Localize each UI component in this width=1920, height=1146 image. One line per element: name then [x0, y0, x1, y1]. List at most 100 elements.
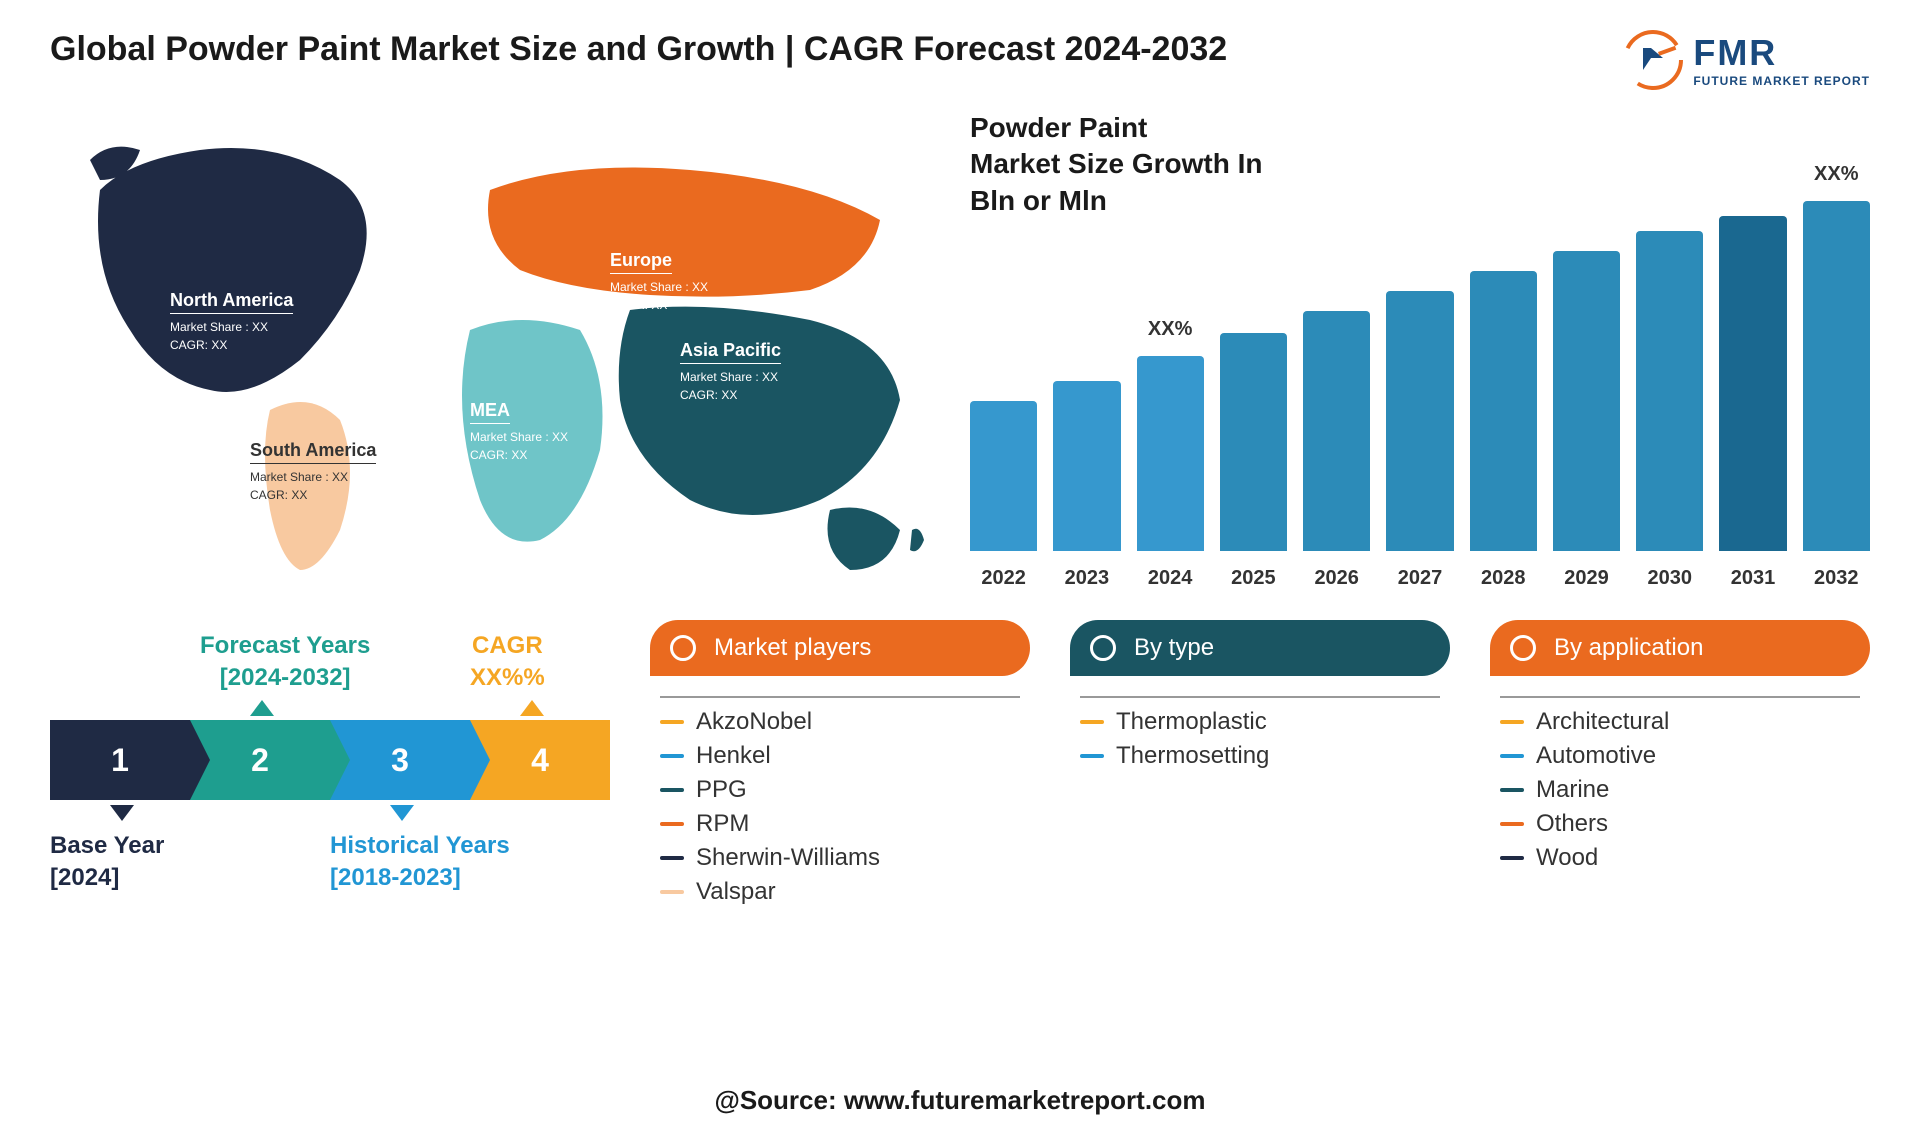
- list-item: RPM: [660, 810, 1020, 838]
- tick-icon: [660, 890, 684, 894]
- timeline: Forecast Years [2024-2032] CAGR XX%% 1 2…: [50, 620, 610, 800]
- list-item: Thermosetting: [1080, 742, 1440, 770]
- map-label-north-america: North AmericaMarket Share : XXCAGR: XX: [170, 290, 293, 354]
- bar-rect: [1137, 356, 1204, 551]
- info-divider: [1500, 696, 1860, 698]
- top-section: North AmericaMarket Share : XXCAGR: XXSo…: [50, 110, 1870, 590]
- forecast-label: Forecast Years [2024-2032]: [200, 630, 370, 695]
- item-label: Sherwin-Williams: [696, 844, 880, 872]
- bar-2027: 2027: [1386, 253, 1453, 590]
- tick-icon: [660, 754, 684, 758]
- tick-icon: [1500, 720, 1524, 724]
- bar-year: 2031: [1731, 567, 1776, 590]
- bar-rect: [1386, 291, 1453, 551]
- list-item: Architectural: [1500, 708, 1860, 736]
- tick-icon: [1080, 754, 1104, 758]
- bar-label-top: XX%: [1814, 163, 1858, 193]
- bottom-section: Forecast Years [2024-2032] CAGR XX%% 1 2…: [50, 620, 1870, 912]
- bar-rect: [1719, 216, 1786, 551]
- hist-range: [2018-2023]: [330, 864, 461, 891]
- tick-icon: [660, 788, 684, 792]
- bar-rect: [970, 401, 1037, 551]
- tick-icon: [660, 856, 684, 860]
- timeline-seg-3: 3: [330, 720, 470, 800]
- info-header: By application: [1490, 620, 1870, 676]
- item-label: RPM: [696, 810, 749, 838]
- arrow-up-forecast: [250, 700, 274, 716]
- bar-year: 2028: [1481, 567, 1526, 590]
- info-header: By type: [1070, 620, 1450, 676]
- info-col-1: By type Thermoplastic Thermosetting: [1070, 620, 1450, 912]
- header: Global Powder Paint Market Size and Grow…: [50, 30, 1870, 90]
- cagr-title: CAGR: [472, 632, 543, 659]
- list-item: Henkel: [660, 742, 1020, 770]
- logo-sub: FUTURE MARKET REPORT: [1693, 74, 1870, 88]
- timeline-seg-4: 4: [470, 720, 610, 800]
- tick-icon: [1500, 822, 1524, 826]
- list-item: Valspar: [660, 878, 1020, 906]
- bar-year: 2023: [1065, 567, 1110, 590]
- hist-label: Historical Years [2018-2023]: [330, 830, 510, 895]
- base-range: [2024]: [50, 864, 119, 891]
- bar-rect: [1053, 381, 1120, 551]
- info-list: Architectural Automotive Marine Others Wood: [1490, 708, 1870, 872]
- info-col-2: By application Architectural Automotive Mar…: [1490, 620, 1870, 912]
- map-label-europe: EuropeMarket Share : XXCAGR: XX: [610, 250, 708, 314]
- cagr-label: CAGR XX%%: [470, 630, 545, 695]
- tick-icon: [660, 720, 684, 724]
- bar-chart: 20222023XX%20242025202620272028202920302…: [970, 229, 1870, 590]
- item-label: Others: [1536, 810, 1608, 838]
- bar-2029: 2029: [1553, 213, 1620, 590]
- info-header: Market players: [650, 620, 1030, 676]
- bar-year: 2024: [1148, 567, 1193, 590]
- item-label: Thermoplastic: [1116, 708, 1267, 736]
- bar-rect: [1220, 333, 1287, 551]
- tick-icon: [1500, 788, 1524, 792]
- timeline-bar: 1 2 3 4: [50, 720, 610, 800]
- bar-year: 2026: [1314, 567, 1359, 590]
- bar-year: 2029: [1564, 567, 1609, 590]
- region-nz: [910, 529, 924, 552]
- bar-rect: [1303, 311, 1370, 551]
- bar-2022: 2022: [970, 363, 1037, 590]
- logo: FMR FUTURE MARKET REPORT: [1623, 30, 1870, 90]
- forecast-range: [2024-2032]: [220, 664, 351, 691]
- item-label: PPG: [696, 776, 747, 804]
- bar-year: 2032: [1814, 567, 1859, 590]
- list-item: Sherwin-Williams: [660, 844, 1020, 872]
- source-text: @Source: www.futuremarketreport.com: [714, 1085, 1205, 1116]
- map-label-asia-pacific: Asia PacificMarket Share : XXCAGR: XX: [680, 340, 781, 404]
- bar-2026: 2026: [1303, 273, 1370, 590]
- bar-year: 2030: [1648, 567, 1693, 590]
- bar-2031: 2031: [1719, 178, 1786, 590]
- list-item: Wood: [1500, 844, 1860, 872]
- arrow-down-base: [110, 805, 134, 821]
- timeline-seg-2: 2: [190, 720, 330, 800]
- logo-main: FMR: [1693, 32, 1870, 74]
- timeline-seg-1: 1: [50, 720, 190, 800]
- world-map: North AmericaMarket Share : XXCAGR: XXSo…: [50, 110, 950, 590]
- bar-rect: [1470, 271, 1537, 551]
- base-label: Base Year [2024]: [50, 830, 164, 895]
- bar-year: 2027: [1398, 567, 1443, 590]
- bar-year: 2022: [981, 567, 1026, 590]
- item-label: Architectural: [1536, 708, 1669, 736]
- item-label: Valspar: [696, 878, 776, 906]
- base-title: Base Year: [50, 832, 164, 859]
- bar-2028: 2028: [1470, 233, 1537, 590]
- list-item: Others: [1500, 810, 1860, 838]
- bar-2032: XX% 2032: [1803, 163, 1870, 590]
- bar-rect: [1553, 251, 1620, 551]
- forecast-title: Forecast Years: [200, 632, 370, 659]
- item-label: Marine: [1536, 776, 1609, 804]
- hist-title: Historical Years: [330, 832, 510, 859]
- list-item: Thermoplastic: [1080, 708, 1440, 736]
- cagr-value: XX%%: [470, 664, 545, 691]
- info-divider: [660, 696, 1020, 698]
- logo-icon: [1623, 30, 1683, 90]
- tick-icon: [1080, 720, 1104, 724]
- bar-rect: [1803, 201, 1870, 551]
- tick-icon: [1500, 856, 1524, 860]
- item-label: Automotive: [1536, 742, 1656, 770]
- map-label-mea: MEAMarket Share : XXCAGR: XX: [470, 400, 568, 464]
